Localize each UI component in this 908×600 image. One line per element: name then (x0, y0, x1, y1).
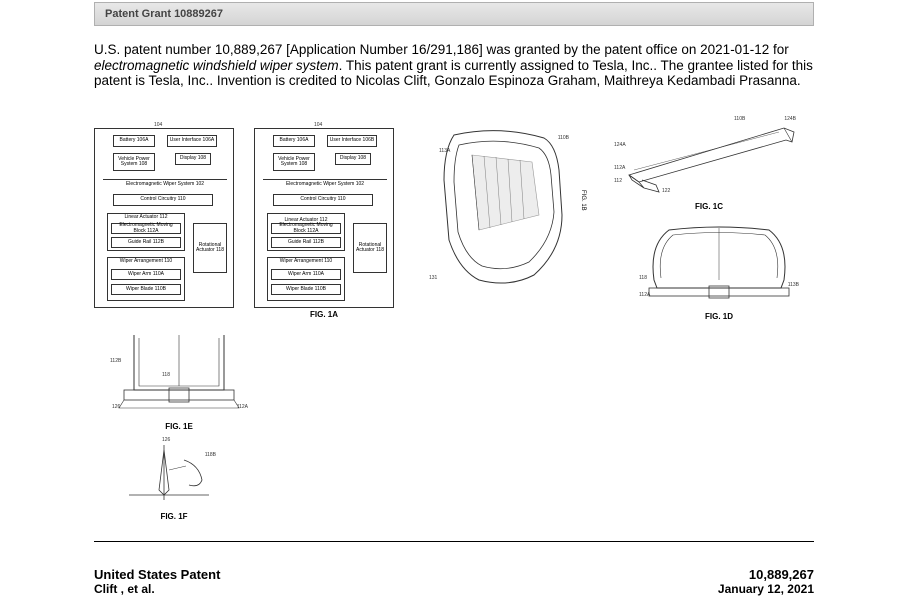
ref: 112A (237, 404, 248, 410)
ref: 124A (614, 142, 626, 148)
ref: 112A (614, 165, 625, 171)
ref: 112B (110, 358, 121, 364)
ref: 110B (734, 116, 745, 122)
box-gr: Guide Rail 112B (111, 237, 181, 248)
box-ews: Electromagnetic Wiper System 102 (263, 179, 387, 189)
ref: 118B (205, 452, 216, 458)
box-emb: Electromagnetic Moving Block 112A (111, 223, 181, 234)
patent-description: U.S. patent number 10,889,267 [Applicati… (94, 42, 814, 89)
footer-left-title: United States Patent (94, 567, 220, 582)
fig-1b: 113A 110B 131 FIG. 1B (424, 120, 574, 290)
box-display: Display 108 (175, 153, 211, 165)
fig-label-1c: FIG. 1C (614, 202, 804, 211)
header-title: Patent Grant 10889267 (105, 8, 223, 20)
fig-1f: 126 118B FIG. 1F (124, 440, 224, 521)
rail-assembly-icon (614, 120, 804, 200)
box-ews: Electromagnetic Wiper System 102 (103, 179, 227, 189)
desc-prefix: U.S. patent number 10,889,267 [Applicati… (94, 42, 789, 57)
footer-row-2: Clift , et al. January 12, 2021 (94, 582, 814, 596)
figures-area: 104 Battery 106A User Interface 106A Veh… (94, 120, 814, 530)
ref: 118 (162, 372, 170, 378)
box-ui: User Interface 106B (327, 135, 377, 147)
windshield-front-icon (639, 220, 799, 310)
ref: 110B (558, 135, 569, 141)
box-battery: Battery 106A (273, 135, 315, 147)
fig-label-1f: FIG. 1F (124, 512, 224, 521)
wiper-cross-section-icon (124, 440, 224, 510)
footer-row-1: United States Patent 10,889,267 (94, 567, 814, 582)
fig-1d: 118 112A 113B FIG. 1D (639, 220, 799, 321)
header-bar: Patent Grant 10889267 (94, 2, 814, 26)
box-wb: Wiper Blade 110B (271, 284, 341, 295)
footer-patent-number: 10,889,267 (749, 567, 814, 582)
ref: 122 (662, 188, 670, 194)
box-ra: Rotational Actuator 118 (193, 223, 227, 273)
footer-divider (94, 541, 814, 542)
ref: 131 (429, 275, 437, 281)
box-warm: Wiper Arm 110A (111, 269, 181, 280)
box-cc: Control Circuitry 110 (273, 194, 373, 206)
fig-label-1b: FIG. 1B (580, 190, 586, 211)
box-gr: Guide Rail 112B (271, 237, 341, 248)
fig-label-1a: FIG. 1A (254, 310, 394, 319)
footer-inventors: Clift , et al. (94, 582, 155, 596)
desc-title: electromagnetic windshield wiper system (94, 58, 339, 73)
box-emb: Electromagnetic Moving Block 112A (271, 223, 341, 234)
footer-date: January 12, 2021 (718, 582, 814, 596)
ref: 113B (788, 282, 799, 288)
box-vps: Vehicle Power System 108 (113, 153, 155, 171)
ref: 124B (784, 116, 796, 122)
ref: 126 (162, 437, 170, 443)
windshield-perspective-icon (424, 120, 574, 290)
box-display: Display 108 (335, 153, 371, 165)
block-diagram-2: 104 Battery 106A User Interface 106B Veh… (254, 128, 394, 319)
box-warm: Wiper Arm 110A (271, 269, 341, 280)
ref: 126 (112, 404, 120, 410)
block-diagram-1: 104 Battery 106A User Interface 106A Veh… (94, 128, 234, 308)
box-cc: Control Circuitry 110 (113, 194, 213, 206)
box-ui: User Interface 106A (167, 135, 217, 147)
box-vps: Vehicle Power System 108 (273, 153, 315, 171)
fig-1e: 112B 118 126 112A FIG. 1E (114, 330, 244, 431)
fig-label-1e: FIG. 1E (114, 422, 244, 431)
fig-1c: 124B 124A 112A 112 110B 122 FIG. 1C (614, 120, 804, 211)
ref: 112 (614, 178, 622, 184)
box-battery: Battery 106A (113, 135, 155, 147)
ref: 118 (639, 275, 647, 281)
box-ra: Rotational Actuator 118 (353, 223, 387, 273)
ref: 113A (439, 148, 450, 154)
ref: 112A (639, 292, 650, 298)
box-wb: Wiper Blade 110B (111, 284, 181, 295)
windshield-mechanism-icon (114, 330, 244, 420)
fig-label-1d: FIG. 1D (639, 312, 799, 321)
